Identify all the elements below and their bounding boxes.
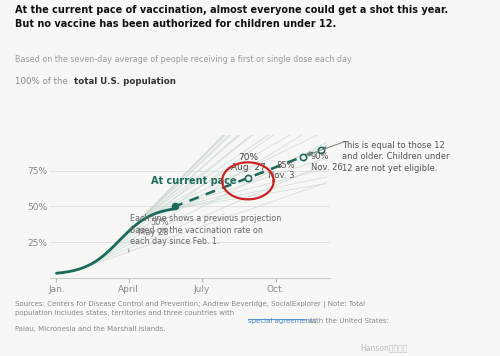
Text: special agreements: special agreements — [248, 318, 316, 324]
Text: 50%
May 28: 50% May 28 — [138, 218, 169, 237]
Text: This is equal to those 12
and older. Children under
12 are not yet eligible.: This is equal to those 12 and older. Chi… — [342, 141, 450, 173]
Text: 100% of the: 100% of the — [15, 77, 70, 85]
Text: Based on the seven-day average of people receiving a first or single dose each d: Based on the seven-day average of people… — [15, 55, 353, 64]
Text: 90%
Nov. 26: 90% Nov. 26 — [310, 152, 342, 172]
Text: Sources: Centers for Disease Control and Prevention; Andrew Beveridge, SocialExp: Sources: Centers for Disease Control and… — [15, 301, 365, 315]
Text: At current pace: At current pace — [152, 176, 237, 186]
Text: 85%
Nov. 3: 85% Nov. 3 — [268, 161, 294, 180]
Text: with the United States:: with the United States: — [306, 318, 389, 324]
Text: Hanson临床科研: Hanson临床科研 — [360, 344, 408, 352]
Text: 70%
Aug. 27: 70% Aug. 27 — [230, 153, 266, 172]
Text: Each line shows a previous projection
based on the vaccination rate on
each day : Each line shows a previous projection ba… — [130, 214, 281, 246]
Text: total U.S. population: total U.S. population — [74, 77, 176, 85]
Text: At the current pace of vaccination, almost everyone could get a shot this year.
: At the current pace of vaccination, almo… — [15, 5, 448, 29]
Text: Palau, Micronesia and the Marshall Islands.: Palau, Micronesia and the Marshall Islan… — [15, 326, 166, 332]
